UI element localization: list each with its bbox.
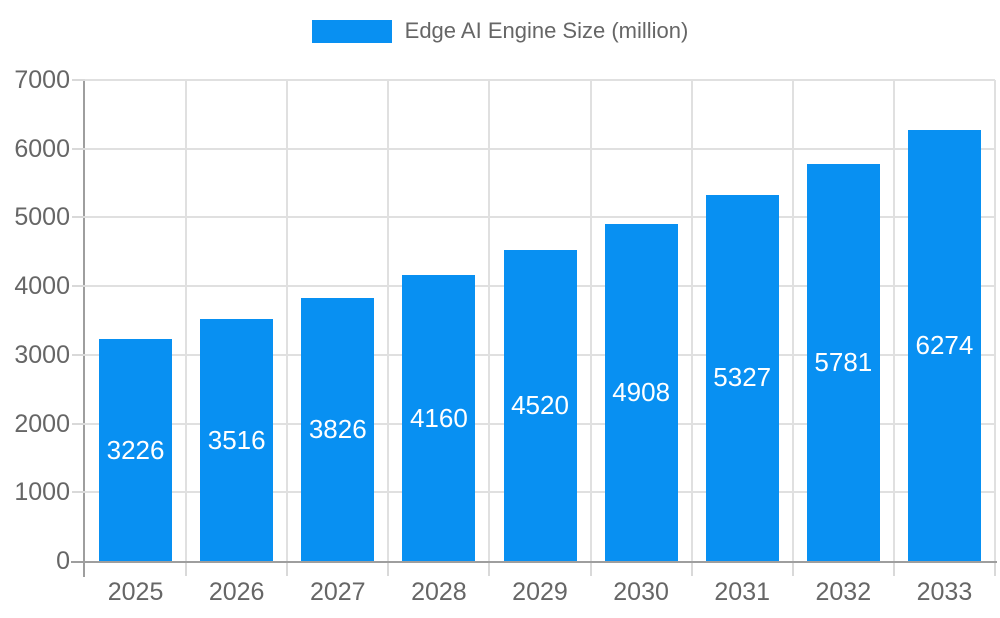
h-gridline: [85, 147, 995, 150]
plot-area: 0 1000 2000 3000 4000 5000 6000 7000 2025 2026 202…: [14, 66, 997, 606]
bar-value-label: 5781: [814, 346, 873, 377]
x-axis-label: 2027: [309, 578, 366, 606]
bar: 6274: [907, 129, 981, 561]
bar-chart: Edge AI Engine Size (million) 0 1000 2000 3…: [0, 18, 1000, 618]
h-gridline: [85, 216, 995, 219]
bar: 5781: [806, 163, 880, 561]
bar: 4160: [402, 275, 476, 561]
h-gridline: [85, 79, 995, 81]
bar-value-label: 4160: [409, 402, 468, 433]
y-axis-label: 1000: [14, 478, 70, 507]
bar-value-label: 6274: [915, 329, 974, 360]
y-tick-mark: [72, 422, 85, 425]
bar: 3516: [200, 319, 274, 561]
x-tick-mark: [791, 563, 794, 576]
x-axis-label: 2030: [613, 578, 669, 606]
x-axis-line: [71, 561, 997, 563]
v-gridline: [286, 80, 289, 561]
x-tick-mark: [488, 563, 491, 576]
bar: 4520: [503, 250, 577, 561]
y-axis-label: 6000: [14, 134, 70, 163]
y-axis-label: 2000: [14, 409, 70, 438]
y-axis-label: 5000: [14, 203, 70, 232]
bar: 3826: [301, 298, 375, 561]
x-tick-mark: [387, 563, 390, 576]
y-tick-mark: [72, 491, 85, 494]
bar-value-label: 3826: [308, 414, 367, 445]
v-gridline: [387, 80, 390, 561]
y-axis-line: [83, 80, 85, 577]
bar: 5327: [705, 194, 779, 561]
y-tick-mark: [72, 79, 85, 81]
x-axis-label: 2026: [208, 578, 265, 606]
y-tick-mark: [72, 147, 85, 150]
x-axis-label: 2028: [411, 578, 467, 606]
x-axis-label: 2029: [512, 578, 568, 606]
bar-value-label: 3516: [207, 424, 266, 455]
y-tick-mark: [72, 216, 85, 219]
legend: Edge AI Engine Size (million): [0, 18, 1000, 44]
bar-value-label: 4908: [612, 376, 671, 407]
v-gridline: [589, 80, 592, 561]
y-axis-label: 3000: [14, 340, 70, 369]
x-tick-mark: [286, 563, 289, 576]
v-gridline: [690, 80, 693, 561]
y-axis-label: 0: [56, 547, 70, 575]
v-gridline: [892, 80, 895, 561]
v-gridline: [488, 80, 491, 561]
x-tick-mark: [185, 563, 188, 576]
v-gridline: [791, 80, 794, 561]
x-axis-label: 2025: [107, 578, 164, 606]
bar-value-label: 3226: [106, 434, 165, 465]
v-gridline: [994, 80, 996, 561]
x-tick-mark: [589, 563, 592, 576]
bar-value-label: 4520: [511, 390, 569, 421]
x-axis-label: 2031: [714, 578, 771, 606]
legend-swatch: [311, 19, 392, 43]
x-axis-label: 2033: [916, 578, 973, 606]
x-tick-mark: [690, 563, 693, 576]
bar: 4908: [604, 223, 678, 561]
bar: 3226: [99, 339, 173, 561]
y-axis-label: 7000: [14, 66, 70, 94]
y-axis-label: 4000: [14, 272, 70, 301]
x-axis-label: 2032: [815, 578, 872, 606]
bar-value-label: 5327: [713, 362, 772, 393]
x-tick-mark: [994, 563, 996, 576]
v-gridline: [185, 80, 188, 561]
legend-label: Edge AI Engine Size (million): [404, 18, 689, 43]
y-tick-mark: [72, 353, 85, 356]
y-tick-mark: [72, 285, 85, 288]
x-tick-mark: [892, 563, 895, 576]
